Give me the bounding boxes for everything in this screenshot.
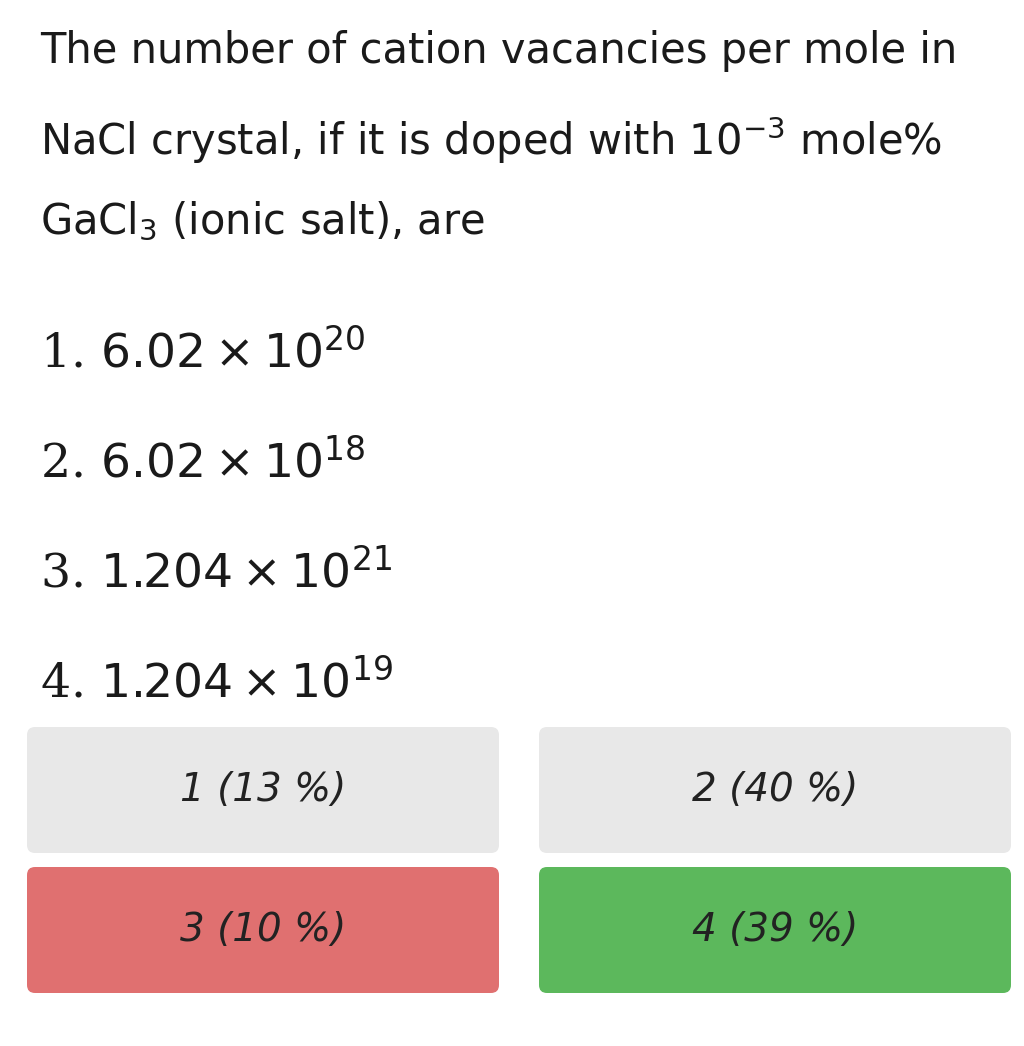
Text: 4 (39 %): 4 (39 %) bbox=[692, 911, 858, 949]
Text: 1 (13 %): 1 (13 %) bbox=[180, 771, 346, 809]
FancyBboxPatch shape bbox=[27, 867, 499, 993]
Text: 1. $6.02 \times 10^{20}$: 1. $6.02 \times 10^{20}$ bbox=[40, 329, 366, 377]
Text: 3 (10 %): 3 (10 %) bbox=[180, 911, 346, 949]
Text: GaCl$_3$ (ionic salt), are: GaCl$_3$ (ionic salt), are bbox=[40, 200, 484, 244]
FancyBboxPatch shape bbox=[539, 727, 1011, 852]
Text: 2. $6.02 \times 10^{18}$: 2. $6.02 \times 10^{18}$ bbox=[40, 440, 366, 487]
Text: The number of cation vacancies per mole in: The number of cation vacancies per mole … bbox=[40, 30, 957, 72]
Text: 3. $1.204 \times 10^{21}$: 3. $1.204 \times 10^{21}$ bbox=[40, 550, 392, 597]
FancyBboxPatch shape bbox=[27, 727, 499, 852]
Text: 2 (40 %): 2 (40 %) bbox=[692, 771, 858, 809]
FancyBboxPatch shape bbox=[539, 867, 1011, 993]
Text: 4. $1.204 \times 10^{19}$: 4. $1.204 \times 10^{19}$ bbox=[40, 660, 393, 707]
Text: NaCl crystal, if it is doped with $10^{-3}$ mole%: NaCl crystal, if it is doped with $10^{-… bbox=[40, 115, 942, 166]
